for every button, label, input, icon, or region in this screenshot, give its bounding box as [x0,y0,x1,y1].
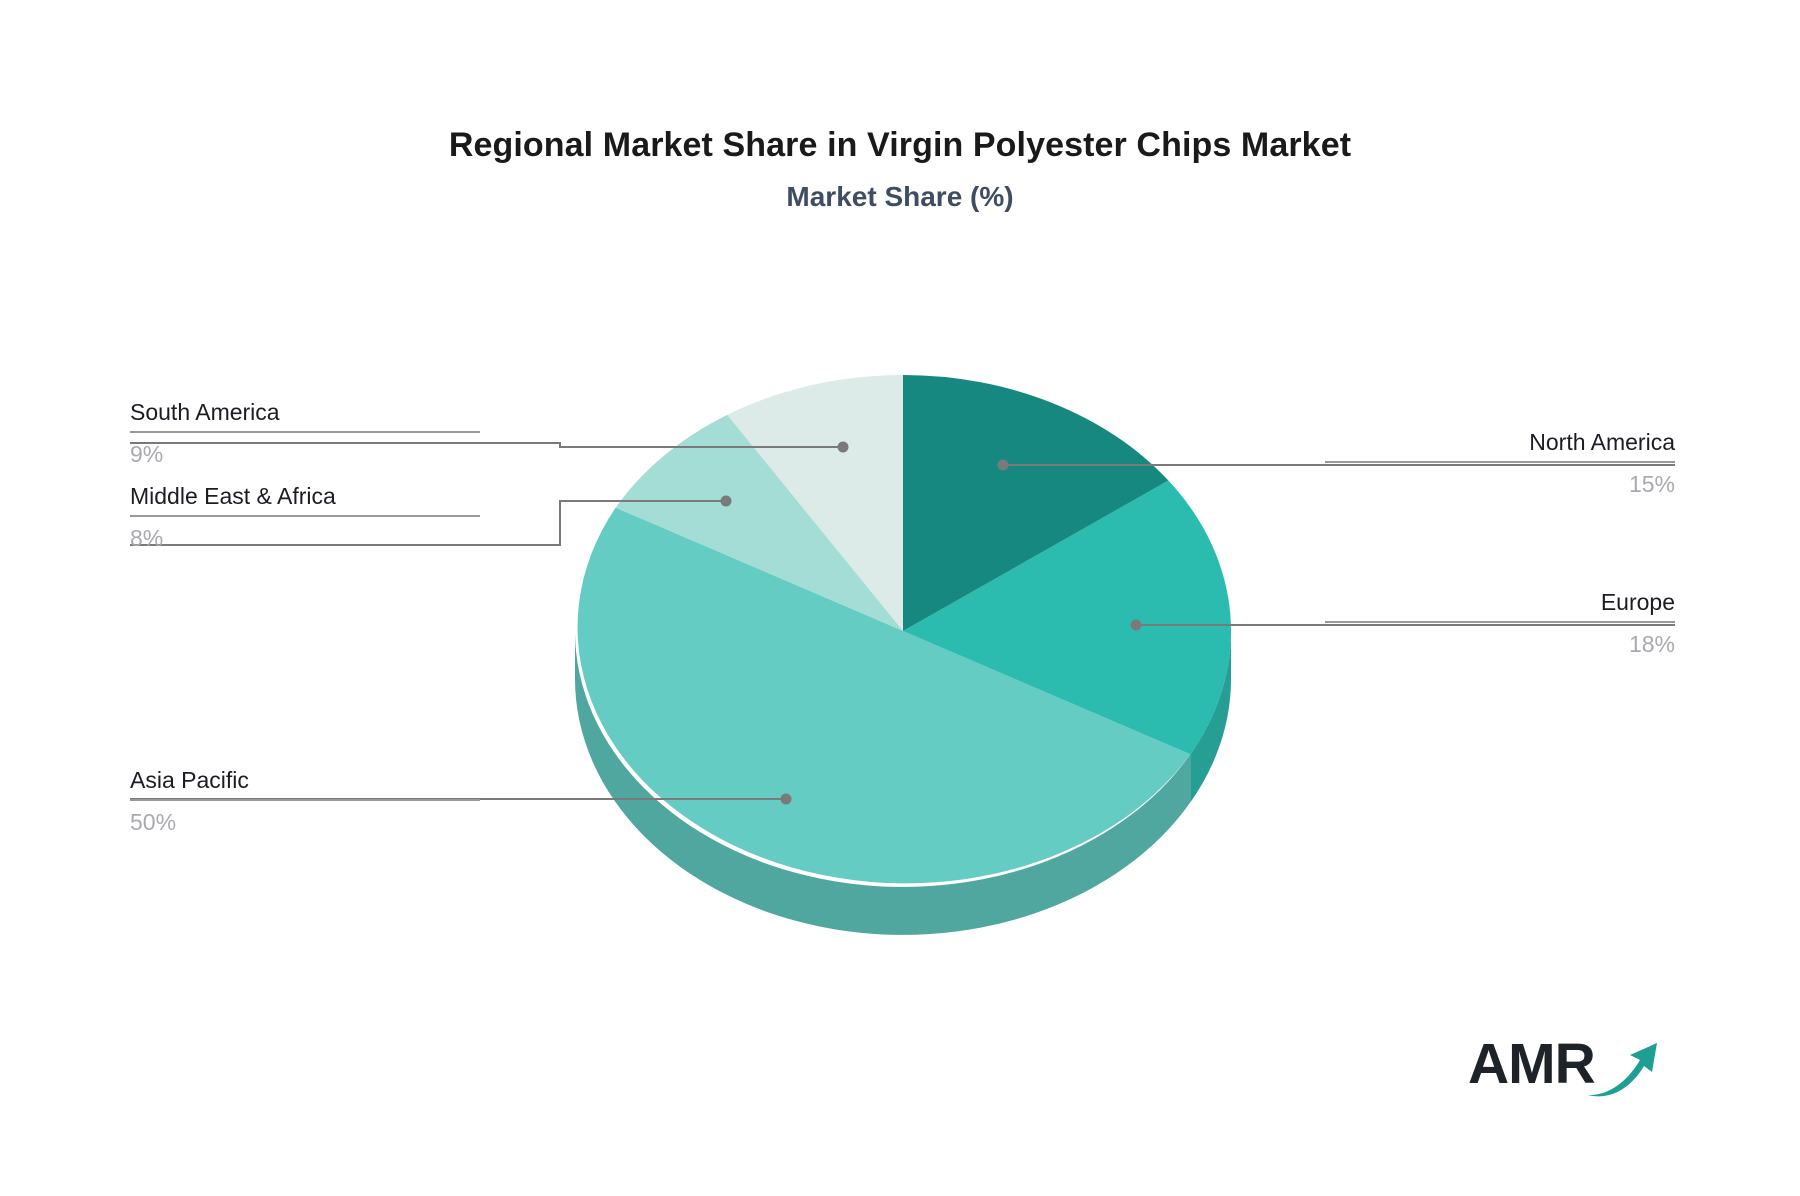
callout-label-middle-east-africa: Middle East & Africa [130,483,336,509]
amr-logo-text: AMR [1468,1032,1596,1096]
callout-label-asia-pacific: Asia Pacific [130,767,249,793]
leader-lines [130,441,1675,805]
callout-rule-middle-east-africa [130,515,480,517]
callout-north-america[interactable]: North America 15% [1325,428,1675,498]
leader-line-middle-east-africa [130,500,726,546]
pie-slice-asia-pacific [577,507,1191,884]
callout-value-south-america: 9% [130,441,164,467]
pie-depth-europe [1190,631,1231,803]
callout-label-south-america: South America [130,399,280,425]
leader-dot-asia-pacific [780,793,792,805]
growth-arrow-icon [1588,1043,1657,1097]
leader-dot-north-america [997,459,1009,471]
callout-europe[interactable]: Europe 18% [1325,588,1675,658]
callout-value-asia-pacific: 50% [130,809,177,835]
amr-logo: AMR [1468,1032,1660,1110]
leader-dot-europe [1130,619,1142,631]
callout-value-north-america: 15% [1628,471,1675,497]
callout-value-middle-east-africa: 8% [130,525,164,551]
pie-slice-south-america [727,375,903,631]
callout-asia-pacific[interactable]: Asia Pacific 50% [130,766,480,836]
pie-depth-layer [575,631,1231,935]
callout-label-europe: Europe [1600,589,1675,615]
callout-value-europe: 18% [1628,631,1675,657]
callout-middle-east-africa[interactable]: Middle East & Africa 8% [130,482,480,552]
callout-rule-north-america [1325,461,1675,463]
callout-south-america[interactable]: South America 9% [130,398,480,468]
pie-slice-europe [903,480,1232,755]
pie-top-face [577,375,1232,884]
callout-rule-asia-pacific [130,799,480,801]
callout-rule-europe [1325,621,1675,623]
callout-label-north-america: North America [1529,429,1675,455]
callout-rule-south-america [130,431,480,433]
leader-dot-south-america [837,441,849,453]
pie-slice-middle-east-africa [615,414,903,631]
pie-depth-asia-pacific [575,631,1191,935]
leader-dot-middle-east-africa [720,495,732,507]
pie-slice-north-america [903,375,1169,631]
leader-line-south-america [130,442,843,448]
